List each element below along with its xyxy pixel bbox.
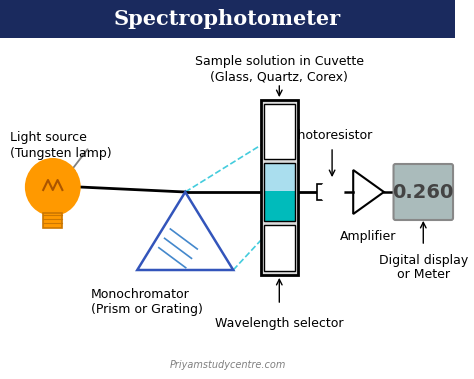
FancyBboxPatch shape [43,213,63,228]
FancyBboxPatch shape [264,191,295,221]
Text: (Glass, Quartz, Corex): (Glass, Quartz, Corex) [210,70,348,83]
Text: 0.260: 0.260 [392,183,454,202]
Text: Sample solution in Cuvette: Sample solution in Cuvette [195,55,364,69]
Text: (Prism or Grating): (Prism or Grating) [91,304,203,316]
Text: Amplifier: Amplifier [340,230,397,243]
Text: or Meter: or Meter [397,268,450,281]
Text: Spectrophotometer: Spectrophotometer [114,9,341,29]
Text: Photoresistor: Photoresistor [291,129,373,142]
FancyBboxPatch shape [393,164,453,220]
FancyBboxPatch shape [317,184,326,200]
FancyBboxPatch shape [264,104,295,159]
FancyBboxPatch shape [0,0,455,38]
Circle shape [26,159,80,215]
FancyBboxPatch shape [261,100,298,275]
Text: Digital display: Digital display [379,254,468,267]
Text: Priyamstudycentre.com: Priyamstudycentre.com [169,360,286,370]
Text: Monochromator: Monochromator [91,288,190,302]
Text: Light source: Light source [9,132,86,144]
Text: Wavelength selector: Wavelength selector [215,317,344,330]
Text: (Tungsten lamp): (Tungsten lamp) [9,147,111,160]
Circle shape [320,180,344,204]
FancyBboxPatch shape [264,163,295,191]
FancyBboxPatch shape [264,225,295,271]
